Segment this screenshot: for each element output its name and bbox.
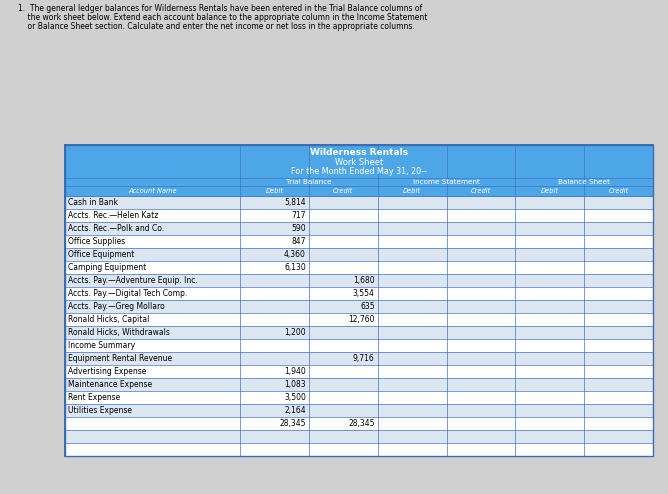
Bar — [65, 287, 653, 300]
Bar — [65, 145, 653, 178]
Text: or Balance Sheet section. Calculate and enter the net income or net loss in the : or Balance Sheet section. Calculate and … — [18, 22, 415, 31]
Text: 847: 847 — [291, 237, 306, 246]
Text: Accts. Pay.—Adventure Equip. Inc.: Accts. Pay.—Adventure Equip. Inc. — [68, 276, 198, 285]
Text: Debit: Debit — [403, 188, 421, 194]
Text: Income Summary: Income Summary — [68, 341, 135, 350]
Bar — [65, 378, 653, 391]
Text: Office Equipment: Office Equipment — [68, 250, 134, 259]
Bar — [65, 430, 653, 443]
Text: 1,083: 1,083 — [284, 380, 306, 389]
Text: Advertising Expense: Advertising Expense — [68, 367, 146, 376]
Bar — [65, 326, 653, 339]
Text: 28,345: 28,345 — [279, 419, 306, 428]
Text: 590: 590 — [291, 224, 306, 233]
Text: 717: 717 — [291, 211, 306, 220]
Text: 28,345: 28,345 — [348, 419, 375, 428]
Bar — [65, 209, 653, 222]
Text: Debit: Debit — [265, 188, 283, 194]
Bar — [65, 443, 653, 456]
Text: 2,164: 2,164 — [284, 406, 306, 415]
Text: 4,360: 4,360 — [284, 250, 306, 259]
Bar — [65, 404, 653, 417]
Text: Accts. Pay.—Digital Tech Comp.: Accts. Pay.—Digital Tech Comp. — [68, 289, 187, 298]
Text: Trial Balance: Trial Balance — [286, 179, 331, 185]
Text: Accts. Rec.—Polk and Co.: Accts. Rec.—Polk and Co. — [68, 224, 164, 233]
Text: Credit: Credit — [609, 188, 629, 194]
Text: 1,200: 1,200 — [284, 328, 306, 337]
Text: Account Name: Account Name — [128, 188, 177, 194]
Bar — [65, 300, 653, 313]
Text: Debit: Debit — [541, 188, 558, 194]
Text: Office Supplies: Office Supplies — [68, 237, 126, 246]
Text: Utilities Expense: Utilities Expense — [68, 406, 132, 415]
Text: Maintenance Expense: Maintenance Expense — [68, 380, 152, 389]
Bar — [65, 196, 653, 209]
Bar — [65, 222, 653, 235]
Text: Income Statement: Income Statement — [413, 179, 480, 185]
Text: Cash in Bank: Cash in Bank — [68, 198, 118, 207]
Text: Equipment Rental Revenue: Equipment Rental Revenue — [68, 354, 172, 363]
Text: Wilderness Rentals: Wilderness Rentals — [310, 148, 408, 157]
Text: 12,760: 12,760 — [348, 315, 375, 324]
Text: 5,814: 5,814 — [284, 198, 306, 207]
Text: Rent Expense: Rent Expense — [68, 393, 120, 402]
Bar — [65, 417, 653, 430]
Text: 3,554: 3,554 — [353, 289, 375, 298]
Text: Credit: Credit — [333, 188, 353, 194]
Text: 1.  The general ledger balances for Wilderness Rentals have been entered in the : 1. The general ledger balances for Wilde… — [18, 4, 422, 13]
Bar — [65, 178, 653, 186]
Text: Accts. Pay.—Greg Mollaro: Accts. Pay.—Greg Mollaro — [68, 302, 165, 311]
Bar — [65, 186, 653, 196]
Text: the work sheet below. Extend each account balance to the appropriate column in t: the work sheet below. Extend each accoun… — [18, 13, 428, 22]
Text: For the Month Ended May 31, 20--: For the Month Ended May 31, 20-- — [291, 167, 427, 176]
Bar — [65, 365, 653, 378]
Bar — [65, 145, 653, 456]
Bar — [65, 313, 653, 326]
Bar — [65, 235, 653, 248]
Text: 635: 635 — [360, 302, 375, 311]
Bar — [65, 352, 653, 365]
Text: 9,716: 9,716 — [353, 354, 375, 363]
Bar — [65, 339, 653, 352]
Bar — [65, 274, 653, 287]
Text: Credit: Credit — [471, 188, 491, 194]
Text: Ronald Hicks, Capital: Ronald Hicks, Capital — [68, 315, 150, 324]
Bar — [65, 391, 653, 404]
Text: Camping Equipment: Camping Equipment — [68, 263, 146, 272]
Text: 1,940: 1,940 — [284, 367, 306, 376]
Text: 3,500: 3,500 — [284, 393, 306, 402]
Bar — [65, 261, 653, 274]
Text: Accts. Rec.—Helen Katz: Accts. Rec.—Helen Katz — [68, 211, 158, 220]
Text: 6,130: 6,130 — [284, 263, 306, 272]
Bar — [65, 248, 653, 261]
Text: 1,680: 1,680 — [353, 276, 375, 285]
Bar — [64, 144, 654, 457]
Text: Work Sheet: Work Sheet — [335, 158, 383, 167]
Text: Balance Sheet: Balance Sheet — [558, 179, 610, 185]
Text: Ronald Hicks, Withdrawals: Ronald Hicks, Withdrawals — [68, 328, 170, 337]
